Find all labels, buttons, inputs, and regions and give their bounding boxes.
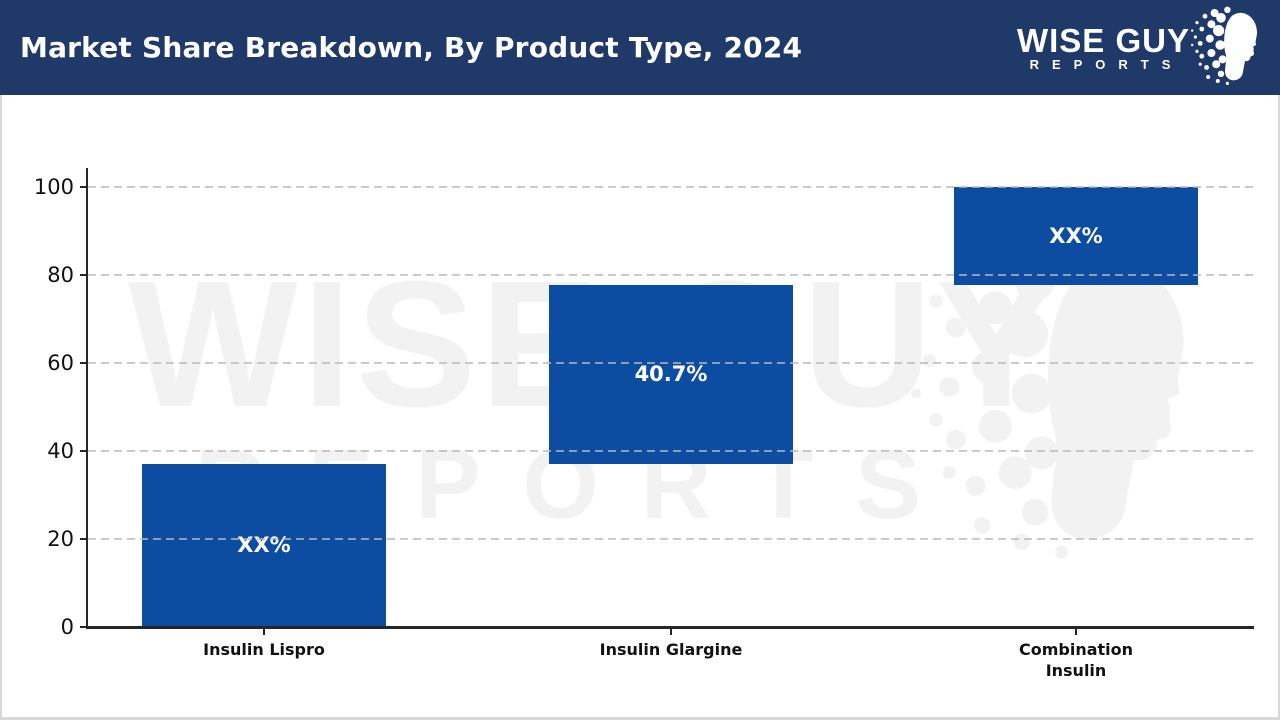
page-title: Market Share Breakdown, By Product Type,… — [20, 31, 803, 64]
header-bar: Market Share Breakdown, By Product Type,… — [0, 0, 1280, 95]
y-tick-label-60: 60 — [47, 351, 74, 376]
logo-wordmark: WISE GUY — [1016, 21, 1190, 59]
y-tick-label-20: 20 — [47, 527, 74, 552]
bar-3: XX% — [954, 187, 1198, 285]
x-tick-mark-2 — [670, 629, 672, 635]
y-tick-mark-100 — [80, 186, 86, 189]
x-tick-mark-3 — [1075, 629, 1077, 635]
gridline-80 — [88, 274, 1253, 277]
y-tick-label-80: 80 — [47, 263, 74, 288]
y-tick-mark-60 — [80, 362, 86, 365]
y-axis-line — [86, 168, 88, 629]
gridline-20 — [88, 538, 1253, 541]
x-category-label-2: Insulin Glargine — [599, 640, 743, 659]
x-category-label-3: Combination Insulin — [1018, 640, 1134, 680]
x-tick-mark-1 — [263, 629, 265, 635]
y-tick-mark-80 — [80, 274, 86, 277]
x-axis-line — [86, 626, 1254, 629]
y-tick-mark-40 — [80, 450, 86, 453]
y-tick-mark-0 — [80, 626, 86, 628]
x-category-label-1: Insulin Lispro — [203, 640, 325, 659]
bar-value-label-3: XX% — [1049, 224, 1103, 249]
gridline-40 — [88, 450, 1253, 453]
y-tick-label-40: 40 — [47, 439, 74, 464]
bar-value-label-1: XX% — [237, 533, 291, 558]
logo-text: WISE GUY REPORTS — [1016, 21, 1190, 73]
logo-subtitle: REPORTS — [1029, 57, 1184, 73]
y-tick-label-0: 0 — [60, 615, 74, 639]
face-profile-icon — [1191, 6, 1257, 85]
bar-2: 40.7% — [549, 284, 793, 464]
chart-frame-border — [0, 95, 1280, 720]
gridline-100 — [88, 186, 1253, 189]
y-tick-mark-20 — [80, 538, 86, 541]
bar-value-label-2: 40.7% — [634, 362, 708, 387]
gridline-60 — [88, 362, 1253, 365]
bar-1: XX% — [142, 463, 386, 627]
y-tick-label-100: 100 — [33, 175, 74, 200]
wise-guy-logo: WISE GUY REPORTS — [1017, 3, 1262, 93]
